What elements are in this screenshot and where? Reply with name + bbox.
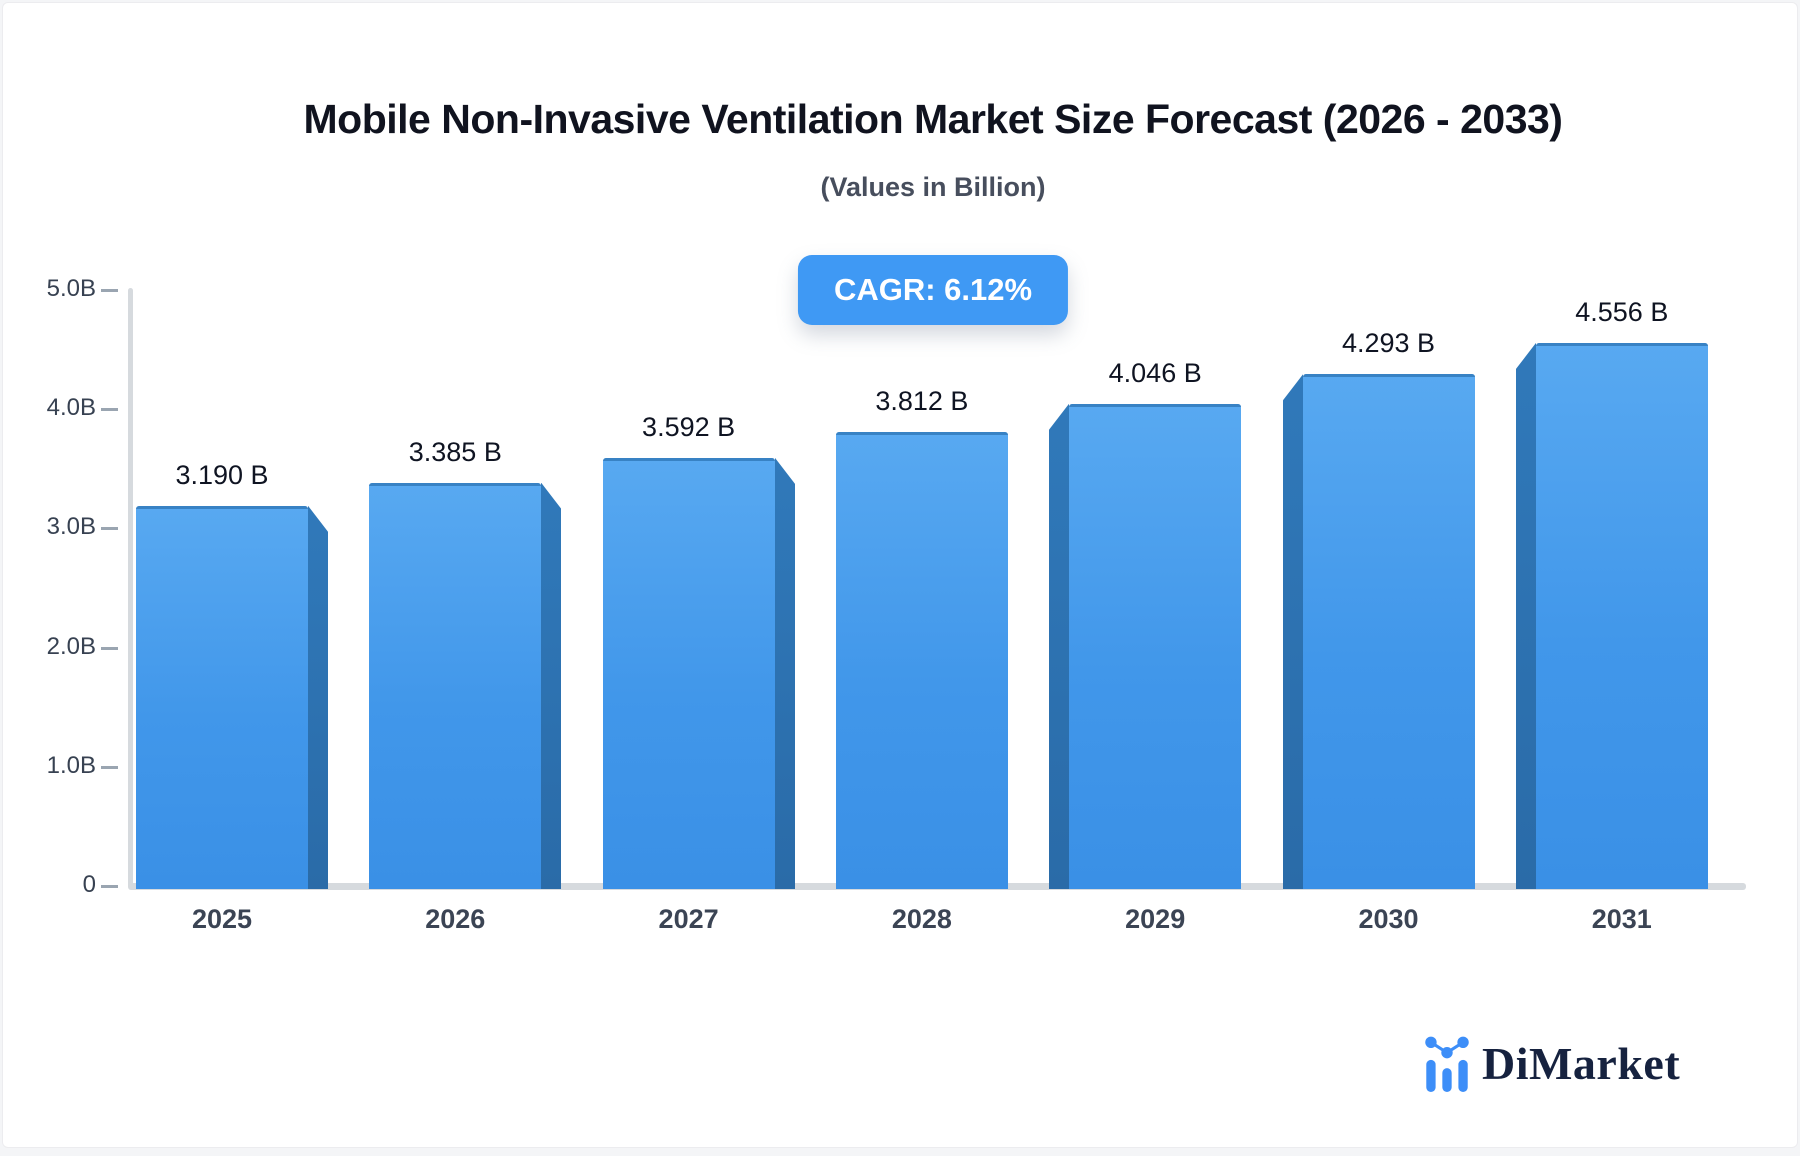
bar-value-label: 3.812 B	[875, 385, 969, 416]
bar-2027[interactable]	[603, 457, 775, 889]
cagr-badge: CAGR: 6.12%	[797, 255, 1069, 325]
bar-side-3d	[1049, 403, 1069, 889]
bar-side-3d	[541, 482, 561, 889]
bar-2025[interactable]	[136, 505, 308, 889]
bar-value-label: 4.293 B	[1341, 328, 1436, 359]
dimarket-logo: DiMarket	[1424, 1034, 1680, 1092]
x-axis-label: 2025	[191, 904, 253, 934]
y-tick-label: 3.0B	[46, 513, 96, 541]
y-tick-label: 0	[82, 871, 96, 898]
bar-value-label: 4.556 B	[1575, 296, 1669, 327]
bar-side-3d	[775, 457, 795, 889]
bar-2029[interactable]	[1069, 403, 1241, 889]
bar-2031[interactable]	[1536, 342, 1708, 889]
bar-line-chart-icon	[1425, 1036, 1469, 1092]
x-axis-label: 2029	[1125, 904, 1186, 934]
y-tick-label: 2.0B	[46, 632, 96, 660]
y-tick-dash	[101, 765, 118, 769]
y-tick-label: 5.0B	[46, 275, 96, 302]
bar-2028[interactable]	[836, 431, 1008, 889]
y-tick-dash	[101, 289, 118, 292]
bar-2030[interactable]	[1303, 374, 1475, 889]
bar-value-label: 4.046 B	[1108, 357, 1202, 388]
bar-value-label: 3.385 B	[408, 436, 502, 467]
chart-subtitle: (Values in Billion)	[820, 172, 1046, 202]
x-axis-label: 2027	[658, 904, 719, 934]
x-axis-label: 2028	[891, 904, 952, 934]
bar-value-label: 3.592 B	[642, 411, 736, 442]
x-axis-label: 2030	[1358, 904, 1419, 934]
y-tick-dash	[101, 885, 118, 888]
logo-wordmark: DiMarket	[1482, 1037, 1681, 1089]
y-axis-line	[128, 288, 133, 888]
bar-side-3d	[308, 505, 328, 889]
x-axis-label: 2026	[425, 904, 486, 934]
y-tick-dash	[101, 527, 118, 531]
y-tick-label: 1.0B	[46, 751, 96, 779]
bar-side-3d	[1516, 342, 1536, 889]
y-tick-dash	[101, 408, 118, 412]
bar-side-3d	[1283, 374, 1303, 889]
x-axis-label: 2031	[1591, 904, 1652, 934]
bar-value-label: 3.190 B	[175, 459, 269, 490]
bar-2026[interactable]	[369, 482, 541, 889]
chart-title: Mobile Non-Invasive Ventilation Market S…	[303, 96, 1563, 142]
y-tick-label: 4.0B	[46, 394, 96, 422]
y-tick-dash	[101, 646, 118, 650]
